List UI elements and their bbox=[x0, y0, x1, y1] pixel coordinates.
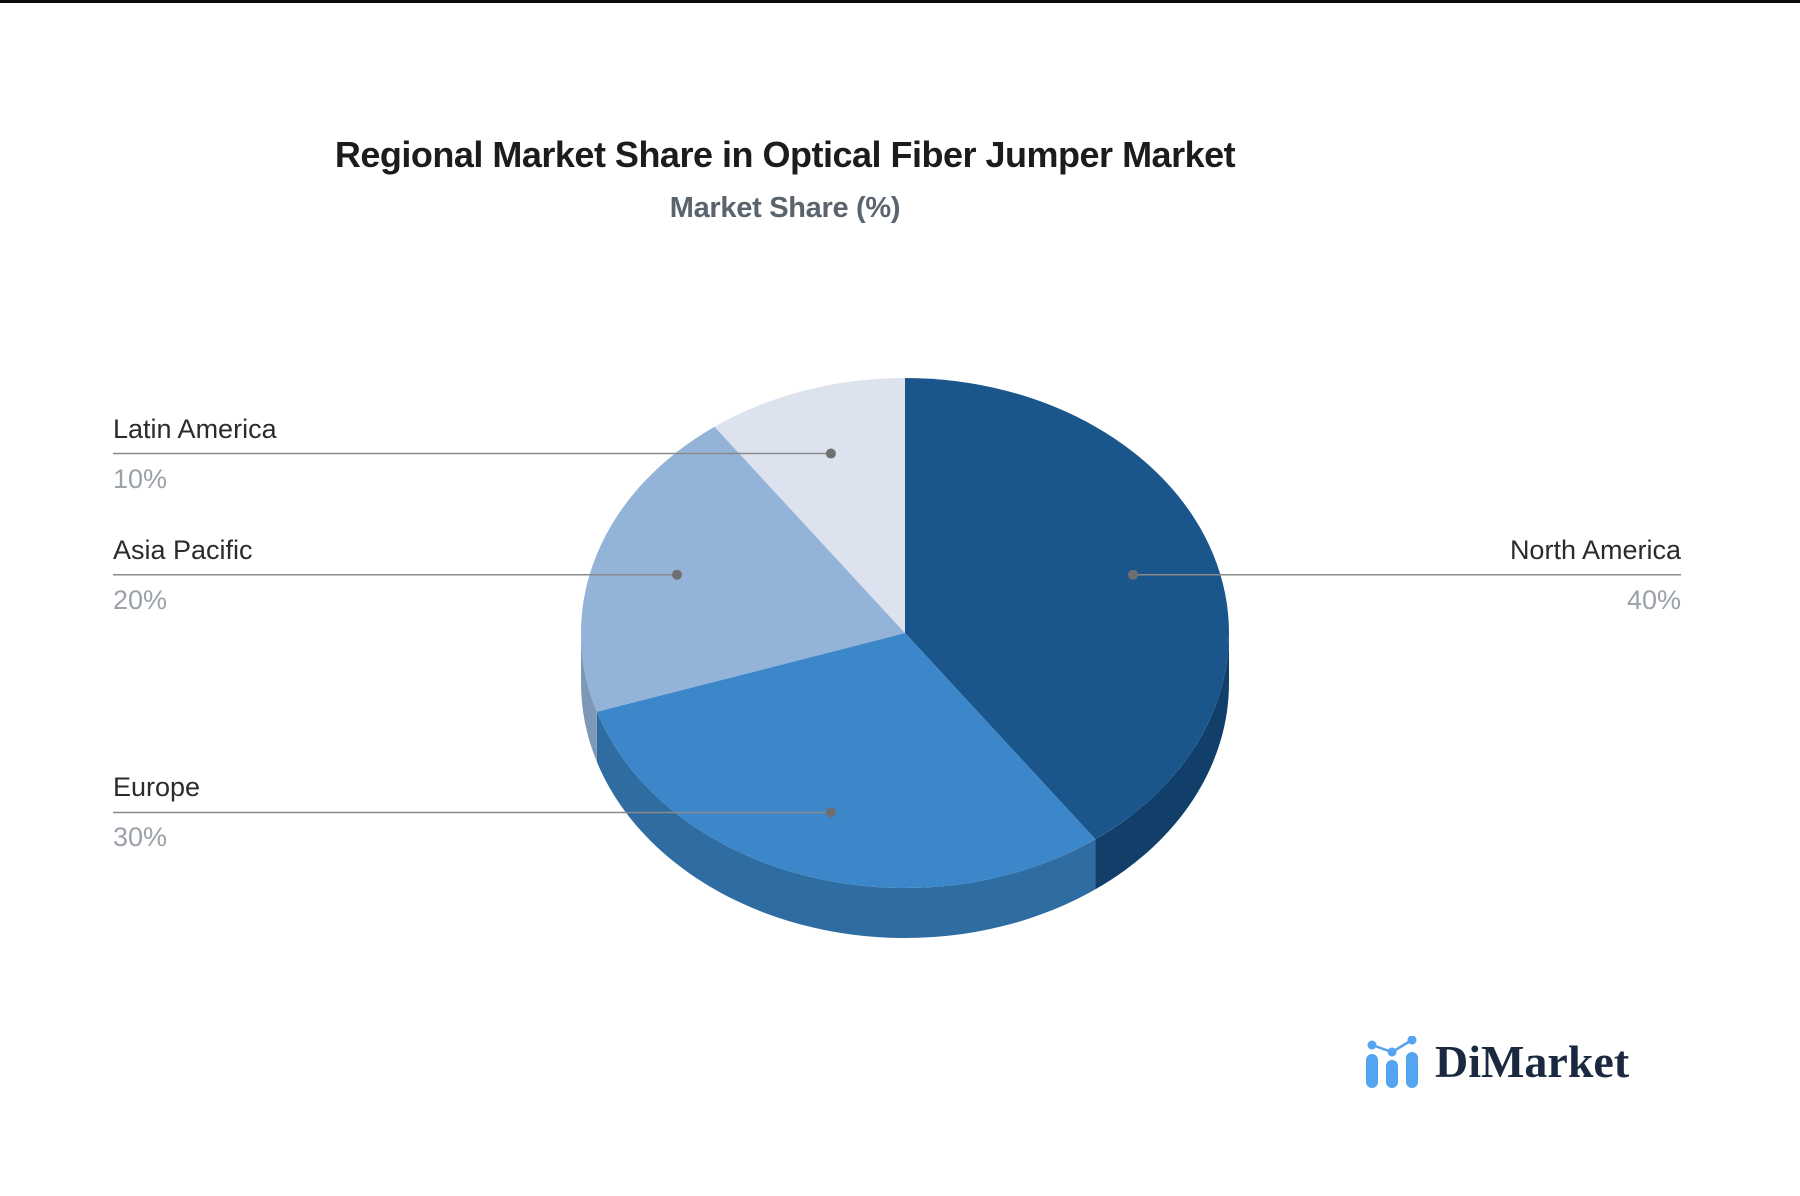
chart-title: Regional Market Share in Optical Fiber J… bbox=[334, 134, 1236, 175]
chart-subtitle: Market Share (%) bbox=[669, 192, 901, 224]
pie-slice-side-north-america bbox=[1095, 633, 1229, 890]
pie-slice-side-europe bbox=[596, 711, 1096, 938]
leader-dot-asia-pacific bbox=[671, 569, 682, 580]
pie-slice-percent-north-america: 40% bbox=[1626, 584, 1681, 615]
leader-dot-latin-america bbox=[825, 448, 836, 459]
pie-slice-latin-america[interactable] bbox=[714, 378, 905, 633]
pie-slice-asia-pacific[interactable] bbox=[580, 426, 905, 712]
pie-slice-percent-europe: 30% bbox=[113, 822, 168, 853]
pie-slice-percent-asia-pacific: 20% bbox=[113, 584, 168, 615]
brand-name: DiMarket bbox=[1435, 1036, 1630, 1087]
pie-slice-label-north-america: North America bbox=[1509, 534, 1681, 565]
pie-slice-percent-latin-america: 10% bbox=[113, 463, 168, 494]
screenshot-top-border bbox=[0, 0, 1800, 3]
pie-slice-label-europe: Europe bbox=[113, 772, 201, 803]
pie-slice-europe[interactable] bbox=[596, 633, 1096, 888]
leader-dot-north-america bbox=[1128, 569, 1139, 580]
leader-dot-europe bbox=[825, 807, 836, 818]
pie-slice-side-asia-pacific bbox=[581, 633, 597, 762]
bar-chart-logo-icon bbox=[1366, 1036, 1418, 1088]
pie-slice-north-america[interactable] bbox=[905, 378, 1229, 840]
pie-slice-label-asia-pacific: Asia Pacific bbox=[113, 534, 253, 565]
pie-slice-label-latin-america: Latin America bbox=[113, 413, 277, 444]
brand-logo: DiMarket bbox=[1363, 1030, 1629, 1094]
